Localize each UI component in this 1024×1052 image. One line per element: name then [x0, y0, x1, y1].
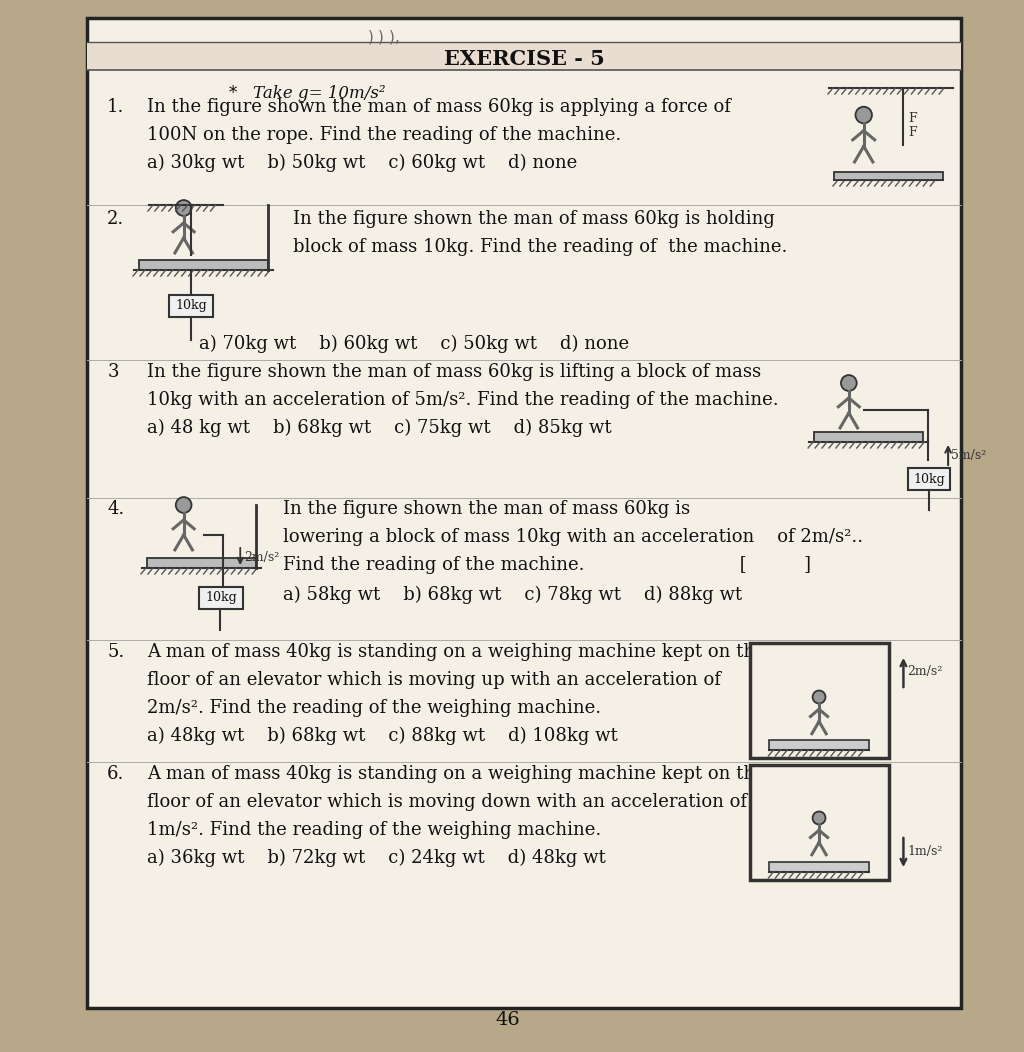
Text: a) 30kg wt    b) 50kg wt    c) 60kg wt    d) none: a) 30kg wt b) 50kg wt c) 60kg wt d) none	[146, 154, 578, 173]
Text: Find the reading of the machine.                           [          ]: Find the reading of the machine. [ ]	[283, 557, 811, 574]
Bar	[87, 18, 961, 1008]
Text: In the figure shown the man of mass 60kg is holding: In the figure shown the man of mass 60kg…	[293, 210, 775, 228]
Text: In the figure shown the man of mass 60kg is applying a force of: In the figure shown the man of mass 60kg…	[146, 98, 731, 116]
Bar	[769, 862, 868, 872]
Text: 4.: 4.	[108, 500, 125, 518]
Text: a) 36kg wt    b) 72kg wt    c) 24kg wt    d) 48kg wt: a) 36kg wt b) 72kg wt c) 24kg wt d) 48kg…	[146, 849, 605, 867]
Text: EXERCISE - 5: EXERCISE - 5	[443, 49, 604, 69]
Circle shape	[176, 200, 191, 216]
Text: 1m/s². Find the reading of the weighing machine.: 1m/s². Find the reading of the weighing …	[146, 821, 601, 839]
Bar	[750, 765, 889, 881]
Text: 2m/s². Find the reading of the weighing machine.: 2m/s². Find the reading of the weighing …	[146, 699, 601, 717]
Bar	[199, 587, 244, 609]
Text: 10kg: 10kg	[175, 300, 207, 312]
Text: 1m/s²: 1m/s²	[907, 846, 943, 858]
Circle shape	[841, 376, 857, 391]
Text: 6.: 6.	[108, 765, 125, 783]
Text: In the figure shown the man of mass 60kg is: In the figure shown the man of mass 60kg…	[283, 500, 690, 518]
Bar	[139, 260, 268, 270]
Bar	[750, 643, 889, 758]
Bar	[169, 295, 213, 317]
Text: 5m/s²: 5m/s²	[951, 448, 986, 462]
Text: floor of an elevator which is moving down with an acceleration of: floor of an elevator which is moving dow…	[146, 793, 746, 811]
Text: F: F	[908, 112, 918, 124]
Bar	[908, 468, 950, 490]
Text: 1.: 1.	[108, 98, 125, 116]
Text: block of mass 10kg. Find the reading of  the machine.: block of mass 10kg. Find the reading of …	[293, 238, 787, 256]
Text: A man of mass 40kg is standing on a weighing machine kept on the: A man of mass 40kg is standing on a weig…	[146, 643, 766, 661]
Text: lowering a block of mass 10kg with an acceleration    of 2m/s²..: lowering a block of mass 10kg with an ac…	[283, 528, 863, 546]
Text: 46: 46	[496, 1011, 520, 1029]
Text: a) 48kg wt    b) 68kg wt    c) 88kg wt    d) 108kg wt: a) 48kg wt b) 68kg wt c) 88kg wt d) 108k…	[146, 727, 617, 745]
Bar	[769, 740, 868, 750]
Text: In the figure shown the man of mass 60kg is lifting a block of mass: In the figure shown the man of mass 60kg…	[146, 363, 761, 381]
Text: A man of mass 40kg is standing on a weighing machine kept on the: A man of mass 40kg is standing on a weig…	[146, 765, 766, 783]
Text: 2m/s²: 2m/s²	[244, 550, 280, 564]
Text: 2.: 2.	[108, 210, 125, 228]
Bar	[87, 42, 961, 70]
Text: 100N on the rope. Find the reading of the machine.: 100N on the rope. Find the reading of th…	[146, 126, 622, 144]
Text: 5.: 5.	[108, 643, 125, 661]
Text: 10kg with an acceleration of 5m/s². Find the reading of the machine.: 10kg with an acceleration of 5m/s². Find…	[146, 391, 778, 409]
Text: F: F	[908, 125, 918, 139]
Bar	[834, 171, 943, 180]
Text: $\mathit{) \ ) \ ),}$: $\mathit{) \ ) \ ),}$	[368, 28, 400, 46]
Bar	[146, 558, 256, 568]
Circle shape	[813, 811, 825, 825]
Text: 2m/s²: 2m/s²	[907, 666, 943, 679]
Text: Take g= 10m/s²: Take g= 10m/s²	[253, 85, 386, 102]
Text: a) 70kg wt    b) 60kg wt    c) 50kg wt    d) none: a) 70kg wt b) 60kg wt c) 50kg wt d) none	[199, 335, 629, 353]
Circle shape	[855, 106, 871, 123]
Text: 10kg: 10kg	[913, 472, 945, 486]
Bar	[814, 432, 924, 442]
Text: *: *	[228, 85, 237, 102]
Circle shape	[176, 498, 191, 513]
Text: floor of an elevator which is moving up with an acceleration of: floor of an elevator which is moving up …	[146, 671, 721, 689]
Circle shape	[813, 690, 825, 704]
Text: a) 48 kg wt    b) 68kg wt    c) 75kg wt    d) 85kg wt: a) 48 kg wt b) 68kg wt c) 75kg wt d) 85k…	[146, 419, 611, 438]
Text: 10kg: 10kg	[205, 591, 237, 605]
Text: a) 58kg wt    b) 68kg wt    c) 78kg wt    d) 88kg wt: a) 58kg wt b) 68kg wt c) 78kg wt d) 88kg…	[283, 586, 742, 604]
Text: 3: 3	[108, 363, 119, 381]
